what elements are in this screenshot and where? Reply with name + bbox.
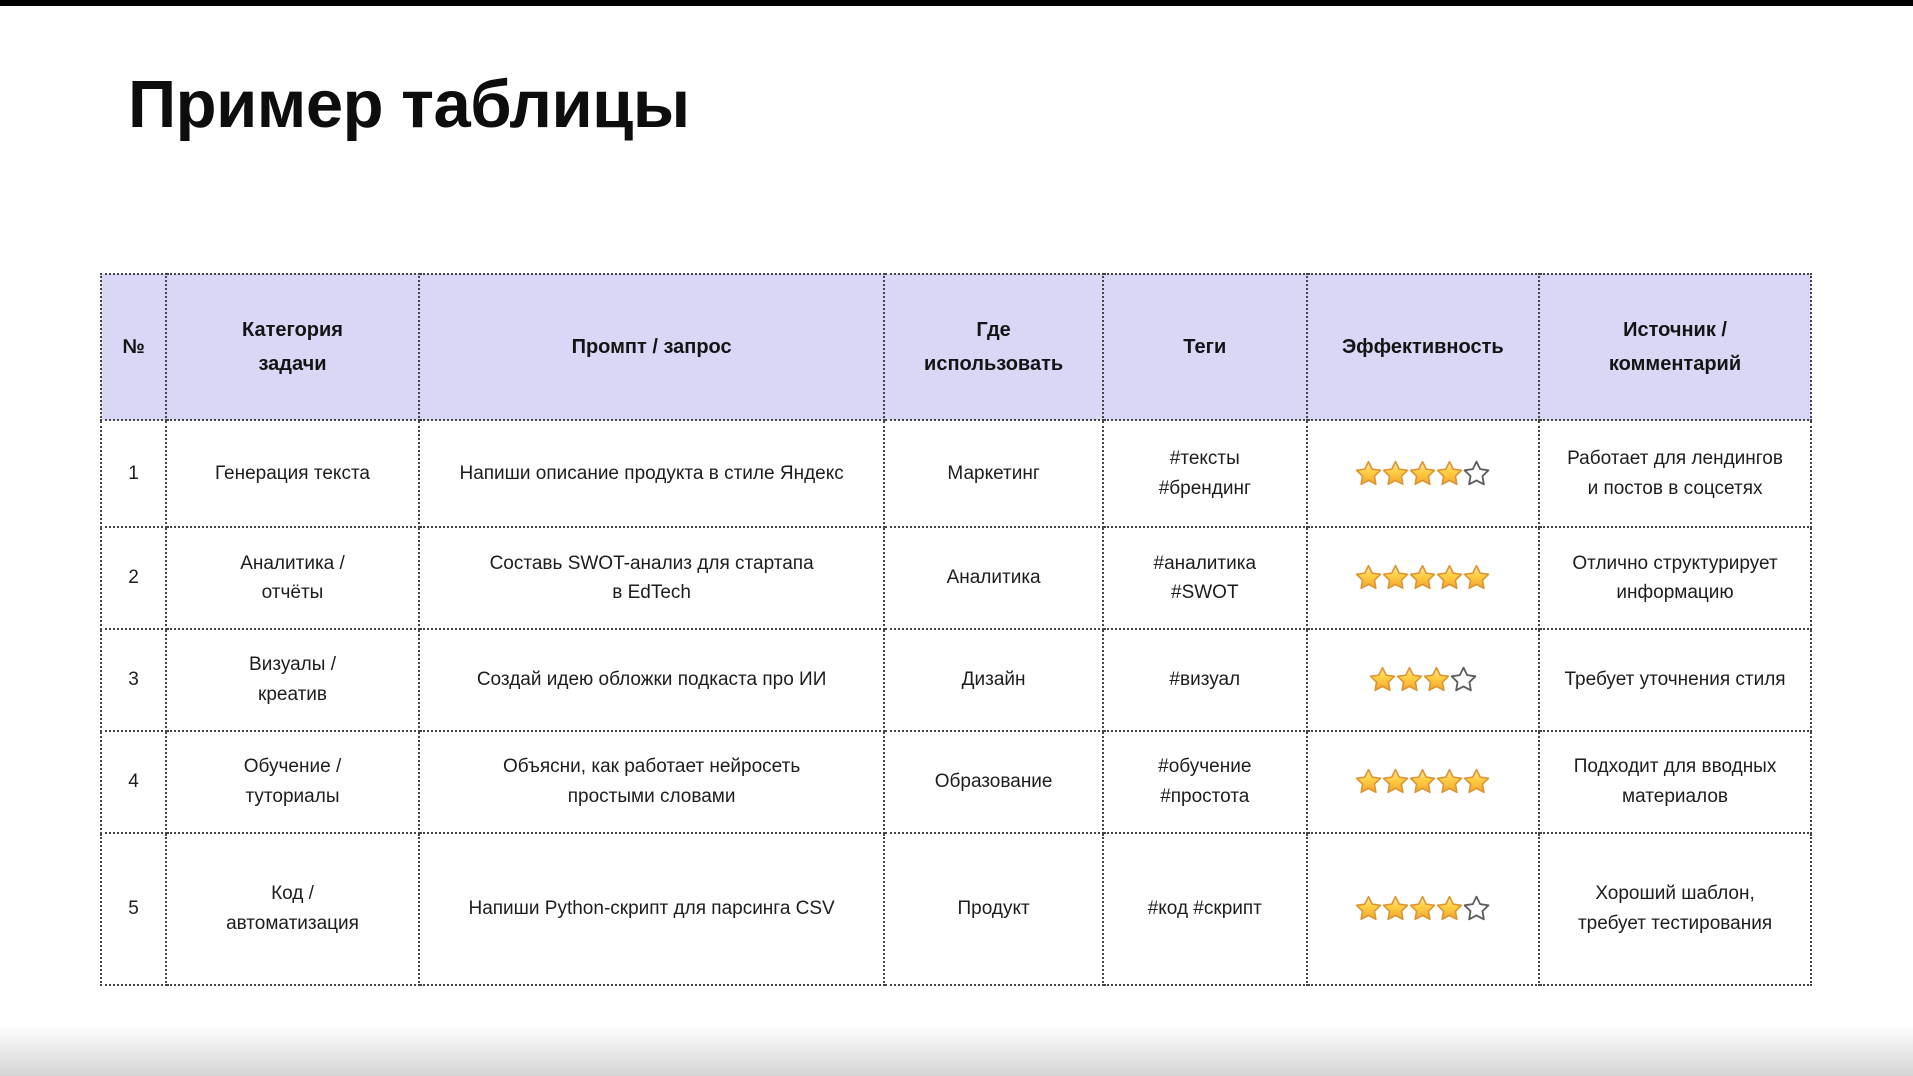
- star-empty-icon: [1462, 894, 1491, 923]
- star-rating: [1320, 563, 1527, 592]
- cell-prompt: Составь SWOT-анализ для стартапа в EdTec…: [418, 526, 886, 630]
- star-rating: [1320, 665, 1527, 694]
- cell-where-to-use: Образование: [883, 729, 1105, 834]
- table-body: 1 Генерация текста Напиши описание проду…: [100, 419, 1812, 986]
- star-filled-icon: [1381, 459, 1410, 488]
- cell-number: 3: [100, 627, 167, 732]
- star-filled-icon: [1354, 459, 1383, 488]
- cell-comment: Подходит для вводных материалов: [1538, 729, 1812, 834]
- table-row: 3 Визуалы / креатив Создай идею обложки …: [100, 627, 1812, 732]
- column-header-where: Где использовать: [883, 273, 1105, 421]
- star-filled-icon: [1354, 563, 1383, 592]
- cell-effectiveness: [1305, 831, 1541, 986]
- prompts-table: № Категория задачи Промпт / запрос Где и…: [100, 273, 1812, 986]
- star-filled-icon: [1354, 894, 1383, 923]
- star-rating: [1320, 459, 1527, 488]
- star-filled-icon: [1462, 563, 1491, 592]
- cell-effectiveness: [1305, 729, 1541, 834]
- column-header-tags: Теги: [1102, 273, 1308, 421]
- star-filled-icon: [1381, 894, 1410, 923]
- cell-tags: #обучение #простота: [1102, 729, 1308, 834]
- cell-tags: #тексты #брендинг: [1102, 419, 1308, 528]
- table-row: 1 Генерация текста Напиши описание проду…: [100, 419, 1812, 528]
- cell-category: Визуалы / креатив: [164, 627, 421, 732]
- cell-category: Код / автоматизация: [164, 831, 421, 986]
- cell-effectiveness: [1305, 419, 1541, 528]
- column-header-source: Источник / комментарий: [1538, 273, 1812, 421]
- column-header-num: №: [100, 273, 167, 421]
- page-title: Пример таблицы: [128, 67, 690, 142]
- star-filled-icon: [1435, 563, 1464, 592]
- cell-prompt: Создай идею обложки подкаста про ИИ: [418, 627, 886, 732]
- cell-effectiveness: [1305, 526, 1541, 630]
- cell-number: 4: [100, 729, 167, 834]
- header-row: № Категория задачи Промпт / запрос Где и…: [100, 273, 1812, 421]
- cell-tags: #код #скрипт: [1102, 831, 1308, 986]
- star-rating: [1320, 894, 1527, 923]
- star-filled-icon: [1381, 767, 1410, 796]
- cell-comment: Хороший шаблон, требует тестирования: [1538, 831, 1812, 986]
- star-filled-icon: [1368, 665, 1397, 694]
- star-empty-icon: [1449, 665, 1478, 694]
- star-filled-icon: [1395, 665, 1424, 694]
- table-header: № Категория задачи Промпт / запрос Где и…: [100, 273, 1812, 421]
- star-empty-icon: [1462, 459, 1491, 488]
- star-rating: [1320, 767, 1527, 796]
- star-filled-icon: [1408, 459, 1437, 488]
- cell-where-to-use: Аналитика: [883, 526, 1105, 630]
- star-filled-icon: [1408, 563, 1437, 592]
- star-filled-icon: [1462, 767, 1491, 796]
- table-row: 4 Обучение / туториалы Объясни, как рабо…: [100, 729, 1812, 834]
- cell-number: 1: [100, 419, 167, 528]
- cell-prompt: Напиши Python-скрипт для парсинга CSV: [418, 831, 886, 986]
- column-header-category: Категория задачи: [164, 273, 421, 421]
- star-filled-icon: [1435, 767, 1464, 796]
- star-filled-icon: [1422, 665, 1451, 694]
- cell-tags: #визуал: [1102, 627, 1308, 732]
- star-filled-icon: [1435, 894, 1464, 923]
- cell-category: Генерация текста: [164, 419, 421, 528]
- column-header-prompt: Промпт / запрос: [418, 273, 886, 421]
- star-filled-icon: [1381, 563, 1410, 592]
- cell-category: Аналитика / отчёты: [164, 526, 421, 630]
- cell-prompt: Напиши описание продукта в стиле Яндекс: [418, 419, 886, 528]
- cell-comment: Требует уточнения стиля: [1538, 627, 1812, 732]
- cell-number: 5: [100, 831, 167, 986]
- star-filled-icon: [1435, 459, 1464, 488]
- cell-category: Обучение / туториалы: [164, 729, 421, 834]
- cell-comment: Отлично структурирует информацию: [1538, 526, 1812, 630]
- top-black-bar: [0, 0, 1913, 6]
- cell-number: 2: [100, 526, 167, 630]
- cell-tags: #аналитика #SWOT: [1102, 526, 1308, 630]
- table-row: 2 Аналитика / отчёты Составь SWOT-анализ…: [100, 526, 1812, 630]
- table-row: 5 Код / автоматизация Напиши Python-скри…: [100, 831, 1812, 986]
- column-header-effectiveness: Эффективность: [1305, 273, 1541, 421]
- cell-prompt: Объясни, как работает нейросеть простыми…: [418, 729, 886, 834]
- star-filled-icon: [1354, 767, 1383, 796]
- cell-where-to-use: Дизайн: [883, 627, 1105, 732]
- cell-comment: Работает для лендингов и постов в соцсет…: [1538, 419, 1812, 528]
- cell-where-to-use: Маркетинг: [883, 419, 1105, 528]
- cell-where-to-use: Продукт: [883, 831, 1105, 986]
- cell-effectiveness: [1305, 627, 1541, 732]
- bottom-gradient: [0, 1024, 1913, 1076]
- star-filled-icon: [1408, 767, 1437, 796]
- star-filled-icon: [1408, 894, 1437, 923]
- prompts-table-container: № Категория задачи Промпт / запрос Где и…: [100, 273, 1812, 986]
